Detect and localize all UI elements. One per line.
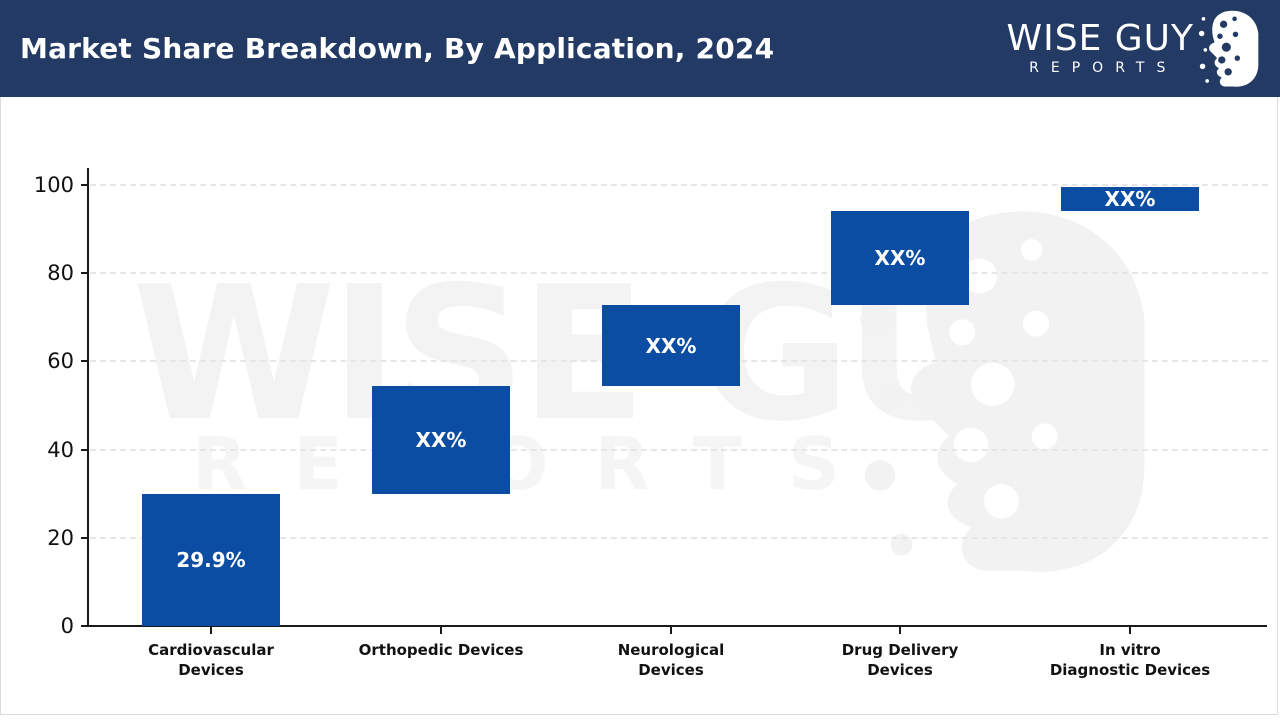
- watermark-brand-subtitle: REPORTS: [192, 422, 886, 506]
- x-tick-mark: [899, 627, 901, 634]
- category-label: In vitro Diagnostic Devices: [1049, 641, 1211, 679]
- x-tick-mark: [1129, 627, 1131, 634]
- y-axis-spine: [87, 168, 89, 627]
- y-tick-label: 80: [47, 261, 74, 286]
- y-tick-mark: [81, 272, 88, 275]
- brand-subtitle: REPORTS: [1029, 60, 1178, 76]
- x-tick-mark: [440, 627, 442, 634]
- y-tick-mark: [81, 184, 88, 186]
- bar-value-label: XX%: [1104, 186, 1156, 211]
- bar-value-label: 29.9%: [176, 548, 246, 573]
- gridline-y-80: [90, 272, 1268, 275]
- bar-segment: XX%: [372, 386, 510, 495]
- bar-segment: XX%: [1061, 187, 1199, 211]
- gridline-y-100: [90, 184, 1268, 186]
- category-label: Drug Delivery Devices: [841, 641, 959, 679]
- bar-value-label: XX%: [415, 428, 467, 453]
- category-label: Cardiovascular Devices: [148, 641, 274, 679]
- x-tick-mark: [210, 627, 212, 634]
- x-tick-mark: [670, 627, 672, 634]
- gridline-y-40: [90, 448, 1268, 451]
- bar-value-label: XX%: [874, 245, 926, 270]
- y-tick-label: 20: [47, 525, 74, 550]
- waterfall-chart: 0 20 40 60 80 100 29.9% XX% XX% XX% XX% Cardiovas…: [0, 97, 1280, 720]
- y-tick-mark: [81, 448, 88, 451]
- category-label: Neurological Devices: [617, 641, 725, 679]
- y-tick-mark: [81, 360, 88, 363]
- brand-name: WISE GUY: [1006, 18, 1194, 59]
- brand-logo: WISE GUY REPORTS: [1007, 7, 1263, 91]
- page-title: Market Share Breakdown, By Application, …: [20, 32, 775, 65]
- y-tick-label: 100: [33, 173, 74, 197]
- brand-face-icon: [1198, 10, 1259, 87]
- y-tick-label: 0: [60, 614, 74, 638]
- bar-value-label: XX%: [645, 333, 697, 358]
- category-label: Orthopedic Devices: [358, 641, 524, 659]
- x-axis-spine: [87, 625, 1267, 627]
- y-tick-label: 40: [47, 437, 74, 462]
- bar-segment: 29.9%: [142, 494, 280, 626]
- header-bar: Market Share Breakdown, By Application, …: [0, 0, 1280, 97]
- bar-segment: XX%: [602, 304, 740, 387]
- y-tick-mark: [81, 625, 88, 627]
- y-tick-label: 60: [47, 349, 74, 374]
- brand-text: WISE GUY REPORTS: [1006, 18, 1195, 77]
- canvas-frame: [0, 97, 1278, 715]
- gridline-y-20: [90, 536, 1268, 539]
- y-tick-mark: [81, 536, 88, 539]
- bar-segment: XX%: [831, 210, 969, 305]
